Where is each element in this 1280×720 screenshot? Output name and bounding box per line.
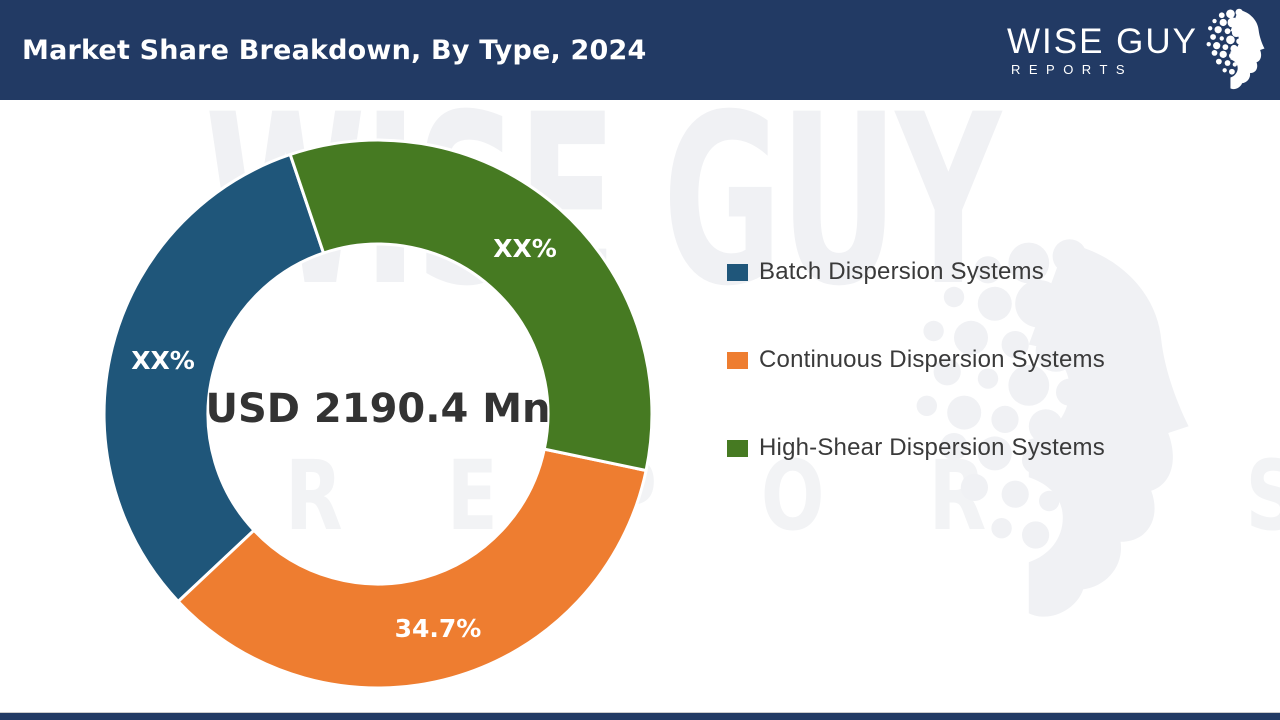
donut-segment <box>176 447 648 690</box>
brand-logo: WISE GUY REPORTS <box>1007 8 1266 92</box>
header-bar: Market Share Breakdown, By Type, 2024 WI… <box>0 0 1280 100</box>
segment-value-label: XX% <box>131 346 195 375</box>
chart-legend: Batch Dispersion Systems Continuous Dispe… <box>727 255 1105 519</box>
donut-center-label: USD 2190.4 Mn <box>206 386 551 432</box>
legend-item: High-Shear Dispersion Systems <box>727 431 1105 465</box>
segment-value-label: 34.7% <box>395 614 482 643</box>
legend-swatch <box>727 351 748 369</box>
brand-subtitle: REPORTS <box>1010 62 1134 77</box>
donut-segment <box>288 138 654 472</box>
legend-label: Continuous Dispersion Systems <box>759 346 1105 373</box>
donut-chart: XX% 34.7% XX% USD 2190.4 Mn <box>102 138 654 690</box>
chart-area: WISE GUY R E P O R T S XX% 34.7% XX% USD 21… <box>0 84 1280 712</box>
legend-item: Continuous Dispersion Systems <box>727 343 1105 377</box>
page-title: Market Share Breakdown, By Type, 2024 <box>22 34 647 66</box>
brand-name: WISE GUY <box>1006 22 1198 61</box>
legend-swatch <box>727 439 748 457</box>
legend-item: Batch Dispersion Systems <box>727 255 1105 289</box>
legend-label: High-Shear Dispersion Systems <box>759 434 1105 461</box>
footer-bar <box>0 712 1280 720</box>
legend-label: Batch Dispersion Systems <box>759 258 1044 285</box>
legend-swatch <box>727 263 748 281</box>
brand-head-icon <box>1206 8 1265 90</box>
donut-segment <box>102 153 325 603</box>
segment-value-label: XX% <box>493 234 557 263</box>
